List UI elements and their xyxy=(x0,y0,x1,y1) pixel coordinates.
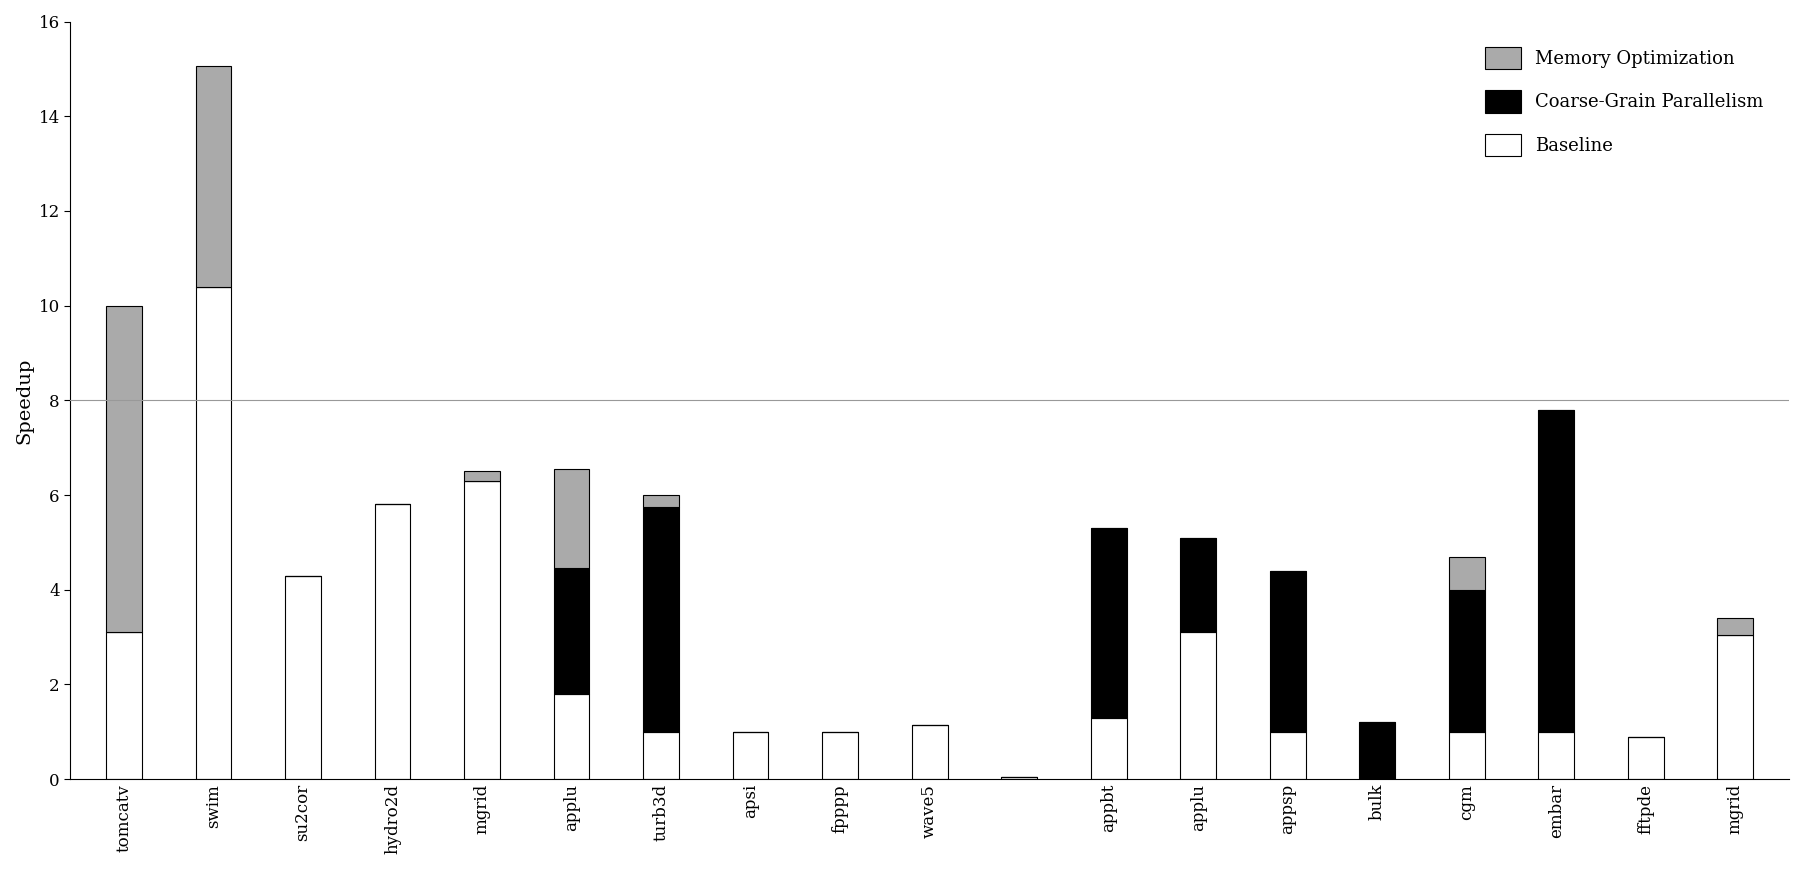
Bar xyxy=(1001,777,1037,779)
Bar xyxy=(464,471,500,481)
Bar xyxy=(1091,528,1126,718)
Bar xyxy=(375,505,410,779)
Bar xyxy=(644,507,678,732)
Bar xyxy=(1180,538,1216,633)
Bar xyxy=(1539,410,1575,732)
Legend: Memory Optimization, Coarse-Grain Parallelism, Baseline: Memory Optimization, Coarse-Grain Parall… xyxy=(1477,40,1772,163)
Bar xyxy=(1539,732,1575,779)
Bar xyxy=(1270,732,1306,779)
Bar xyxy=(1270,571,1306,732)
Bar xyxy=(195,67,231,287)
Bar xyxy=(554,469,590,568)
Bar xyxy=(1449,556,1485,590)
Bar xyxy=(1449,732,1485,779)
Bar xyxy=(554,694,590,779)
Bar xyxy=(285,575,321,779)
Bar xyxy=(1180,633,1216,779)
Bar xyxy=(1717,634,1753,779)
Y-axis label: Speedup: Speedup xyxy=(14,357,32,443)
Bar xyxy=(106,306,143,633)
Bar xyxy=(1358,722,1394,779)
Bar xyxy=(554,568,590,694)
Bar xyxy=(195,287,231,779)
Bar xyxy=(1627,737,1663,779)
Bar xyxy=(1091,718,1126,779)
Bar xyxy=(644,495,678,507)
Bar xyxy=(464,481,500,779)
Bar xyxy=(732,732,769,779)
Bar xyxy=(1449,590,1485,732)
Bar xyxy=(1717,618,1753,634)
Bar xyxy=(644,732,678,779)
Bar xyxy=(911,725,947,779)
Bar xyxy=(106,633,143,779)
Bar xyxy=(823,732,859,779)
